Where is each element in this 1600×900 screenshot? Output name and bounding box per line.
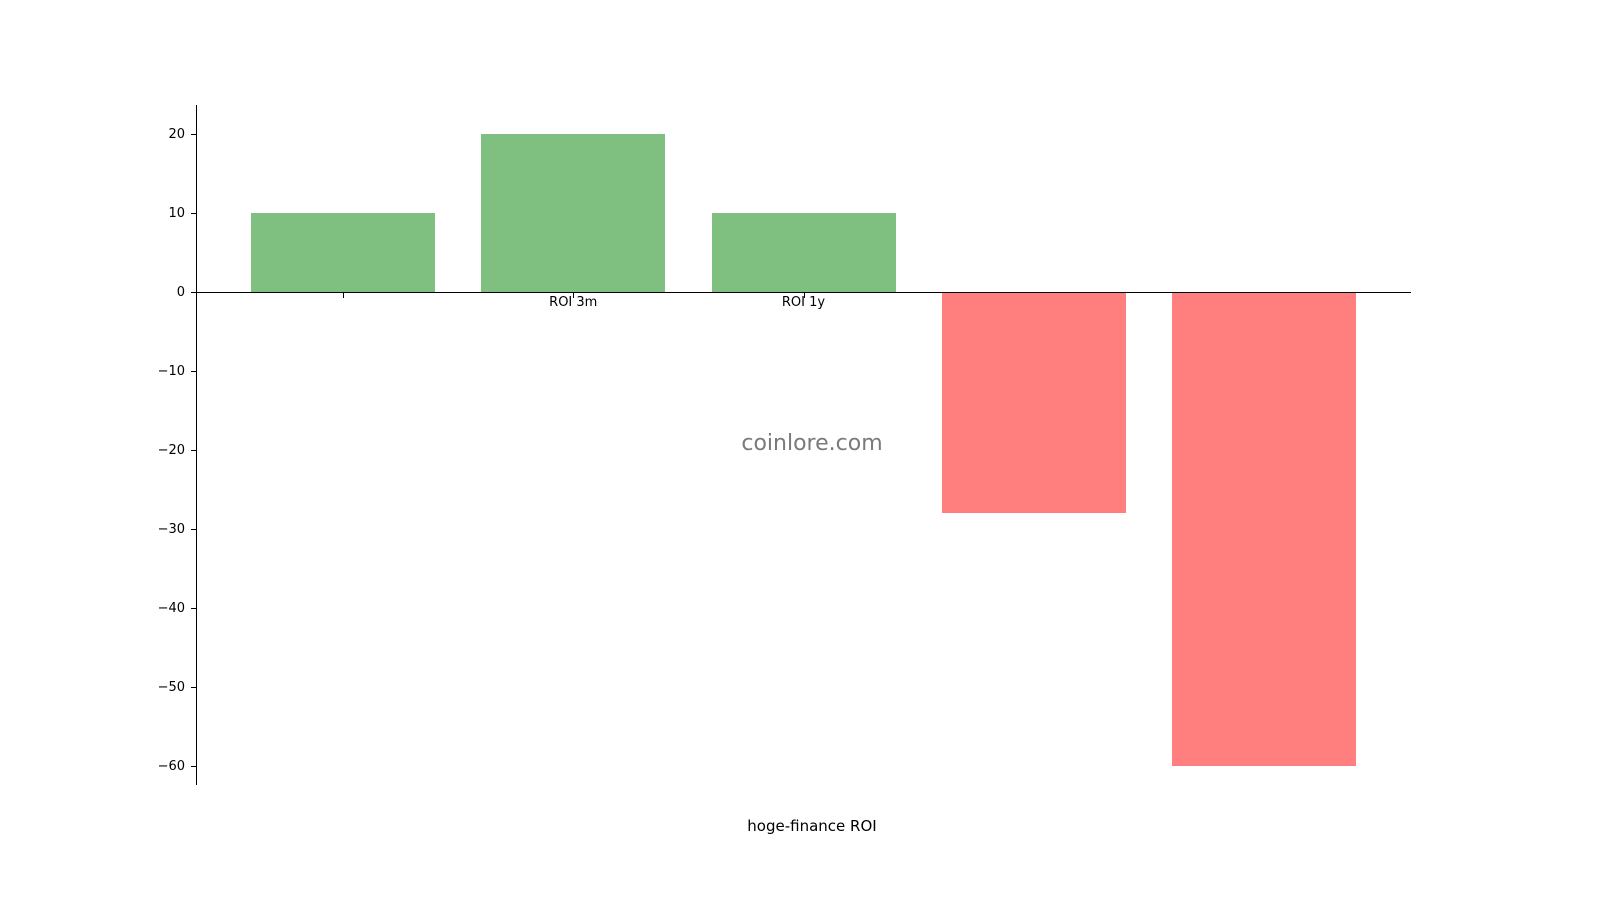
watermark-text: coinlore.com <box>741 431 883 456</box>
y-tick-mark <box>191 529 196 530</box>
roi-bar <box>711 213 896 292</box>
y-tick-mark <box>191 134 196 135</box>
zero-axis-line <box>196 292 1411 293</box>
roi-bar <box>251 213 435 292</box>
y-tick-mark <box>191 292 196 293</box>
y-tick-label: 20 <box>168 127 185 142</box>
y-tick-mark <box>191 213 196 214</box>
y-tick-mark <box>191 766 196 767</box>
y-tick-mark <box>191 608 196 609</box>
y-tick-label: 0 <box>176 285 185 300</box>
y-tick-label: −30 <box>157 522 185 537</box>
y-tick-label: −10 <box>157 364 185 379</box>
roi-bar <box>481 134 666 292</box>
y-tick-mark <box>191 371 196 372</box>
x-tick-mark <box>343 292 344 298</box>
y-tick-label: 10 <box>168 206 185 221</box>
roi-bar <box>941 292 1126 514</box>
x-tick-mark <box>803 292 805 298</box>
x-tick-label: ROI 1y <box>781 295 826 310</box>
y-tick-label: −60 <box>157 759 185 774</box>
y-tick-mark <box>191 450 196 451</box>
x-tick-mark <box>573 292 575 298</box>
y-tick-mark <box>191 687 196 688</box>
chart-title: hoge-finance ROI <box>747 817 877 835</box>
y-tick-label: −20 <box>157 443 185 458</box>
y-axis-spine <box>196 105 197 785</box>
roi-bar <box>1172 292 1356 766</box>
x-tick-label: ROI 3m <box>549 295 598 310</box>
y-tick-label: −40 <box>157 601 185 616</box>
y-tick-label: −50 <box>157 680 185 695</box>
